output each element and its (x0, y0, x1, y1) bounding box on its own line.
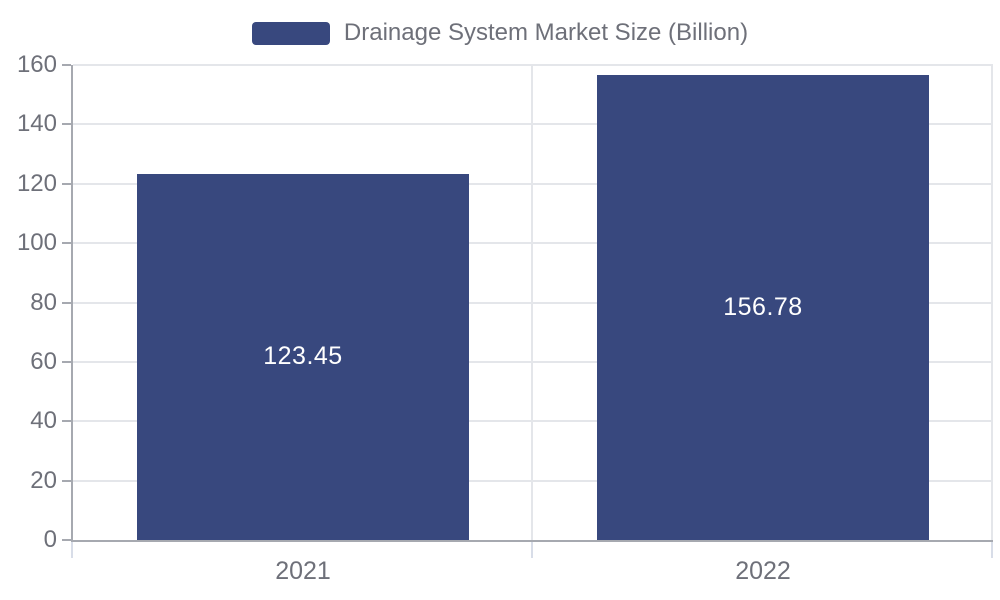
legend-swatch (251, 21, 330, 45)
x-axis-tick (531, 542, 533, 558)
gridline-horizontal (73, 64, 993, 66)
y-axis-tick (62, 182, 71, 185)
gridline-horizontal (73, 360, 993, 363)
gridline-horizontal (73, 242, 993, 245)
bar-value-label: 156.78 (723, 292, 803, 321)
y-axis-tick (62, 479, 71, 482)
x-axis-tick (71, 542, 73, 558)
y-tick-label: 40 (30, 407, 57, 435)
legend-label: Drainage System Market Size (Billion) (343, 19, 749, 46)
x-tick-label: 2022 (735, 557, 791, 585)
gridline-vertical (991, 65, 993, 558)
x-axis-tick (991, 542, 993, 558)
legend-item[interactable]: Drainage System Market Size (Billion) (0, 18, 1000, 48)
gridline-vertical (531, 65, 533, 558)
y-axis-tick (62, 301, 71, 304)
y-tick-label: 60 (30, 347, 57, 375)
bar-2021: 123.45 (137, 173, 469, 540)
bar-2022: 156.78 (597, 74, 929, 540)
y-axis-tick (62, 123, 71, 126)
y-tick-label: 100 (16, 229, 57, 257)
y-axis-tick (62, 360, 71, 363)
y-axis-tick (62, 242, 71, 245)
gridline-horizontal (73, 479, 993, 482)
y-tick-label: 0 (43, 526, 57, 553)
gridline-horizontal (73, 182, 993, 185)
y-tick-label: 20 (30, 466, 57, 494)
plot-area: 123.45 156.78 (62, 64, 993, 558)
y-axis-line (71, 65, 73, 540)
x-axis-line (71, 540, 993, 542)
bar-value-label: 123.45 (263, 342, 343, 371)
y-tick-label: 140 (16, 110, 57, 138)
y-tick-label: 80 (30, 288, 57, 316)
y-tick-label: 120 (16, 169, 57, 197)
y-axis-tick (62, 420, 71, 423)
gridline-horizontal (73, 301, 993, 304)
y-axis-tick (62, 64, 71, 66)
x-tick-label: 2021 (275, 557, 331, 585)
y-tick-label: 160 (16, 51, 57, 78)
gridline-horizontal (73, 123, 993, 126)
gridline-horizontal (73, 420, 993, 423)
y-axis-tick (62, 539, 71, 541)
